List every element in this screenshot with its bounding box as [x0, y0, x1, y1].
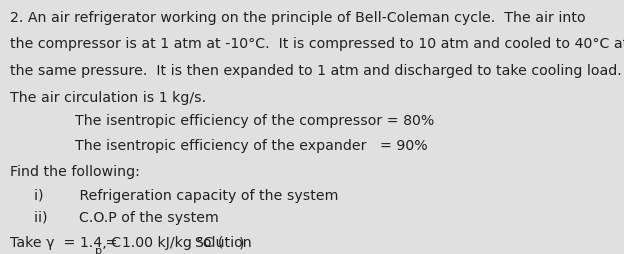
- Text: = 1.00 kJ/kg °C (: = 1.00 kJ/kg °C (: [100, 235, 223, 249]
- Text: i)        Refrigeration capacity of the system: i) Refrigeration capacity of the system: [34, 188, 338, 202]
- Text: Solution: Solution: [194, 235, 252, 249]
- Text: p: p: [95, 245, 102, 254]
- Text: ): ): [238, 235, 244, 249]
- Text: ii)       C.O.P of the system: ii) C.O.P of the system: [34, 211, 218, 225]
- Text: The air circulation is 1 kg/s.: The air circulation is 1 kg/s.: [10, 90, 206, 104]
- Text: Find the following:: Find the following:: [10, 165, 140, 179]
- Text: the same pressure.  It is then expanded to 1 atm and discharged to take cooling : the same pressure. It is then expanded t…: [10, 64, 622, 78]
- Text: The isentropic efficiency of the compressor = 80%: The isentropic efficiency of the compres…: [76, 114, 435, 128]
- Text: Take γ  = 1.4, C: Take γ = 1.4, C: [10, 235, 121, 249]
- Text: The isentropic efficiency of the expander   = 90%: The isentropic efficiency of the expande…: [76, 138, 428, 152]
- Text: 2. An air refrigerator working on the principle of Bell-Coleman cycle.  The air : 2. An air refrigerator working on the pr…: [10, 11, 585, 25]
- Text: the compressor is at 1 atm at -10°C.  It is compressed to 10 atm and cooled to 4: the compressor is at 1 atm at -10°C. It …: [10, 37, 624, 51]
